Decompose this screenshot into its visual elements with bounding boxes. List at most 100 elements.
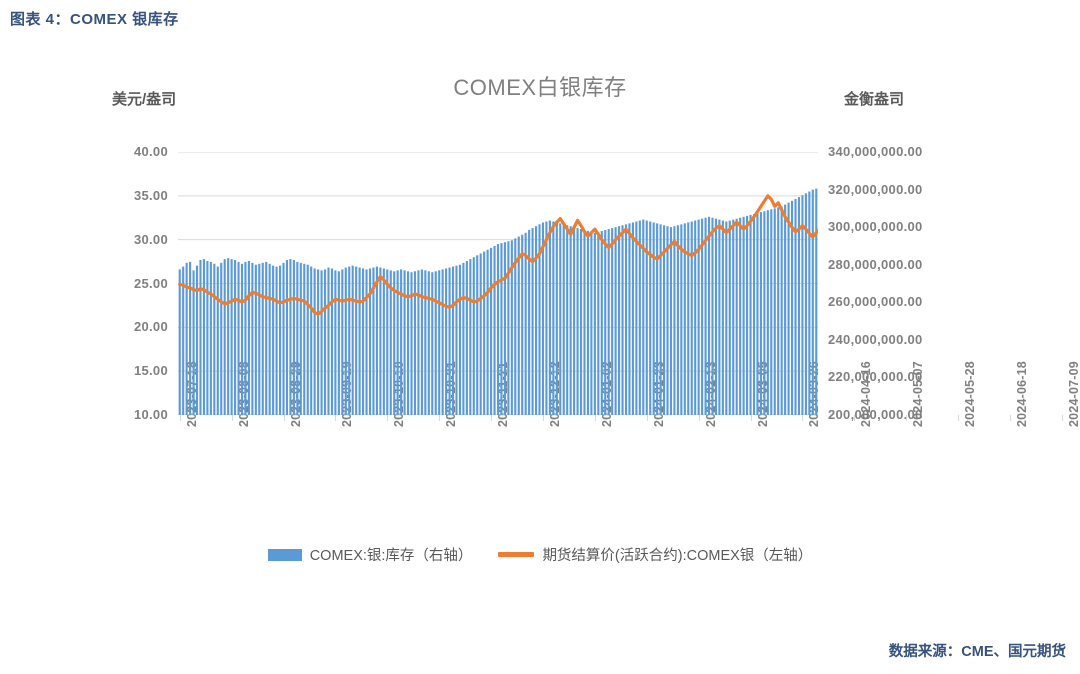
bar [697,219,700,415]
bar [493,245,496,415]
bar [656,223,659,415]
x-axis-tick-mark [958,415,960,421]
bar [393,271,396,415]
bar [614,227,617,415]
bar [272,265,275,415]
bar [683,223,686,415]
bar [420,269,423,415]
bar [604,229,607,415]
bar [313,268,316,415]
bar [469,259,472,415]
bar [258,263,261,415]
legend-item-stock[interactable]: COMEX:银:库存（右轴） [267,544,473,565]
bar [178,269,181,415]
bar-series-comex-silver-stock [178,188,818,415]
bar [711,217,714,415]
bar [794,198,797,415]
bar [801,195,804,415]
bar [445,268,448,415]
bar [811,189,814,415]
bar [524,232,527,415]
bar [438,270,441,415]
bar [479,253,482,415]
right-axis-tick-label: 220,000,000.00 [828,369,923,385]
legend-label-price: 期货结算价(活跃合约):COMEX银（左轴） [542,548,813,564]
right-axis-tick-label: 300,000,000.00 [828,219,923,235]
bar [237,261,240,415]
bar [517,236,520,415]
bar [676,225,679,415]
bar [645,220,648,415]
bar [202,259,206,415]
bar [815,188,818,415]
bar [182,266,185,415]
bar [725,221,728,415]
legend-item-price[interactable]: 期货结算价(活跃合约):COMEX银（左轴） [498,544,812,565]
bar [185,262,188,415]
bar [624,224,628,415]
bar [576,228,579,415]
x-axis-tick-mark [1061,415,1063,421]
bar [721,220,724,415]
bar [296,261,299,415]
bar [728,220,731,415]
bar [306,264,309,415]
bar [638,220,641,415]
bar [607,229,610,415]
x-axis-tick-mark [491,415,493,421]
bar [510,240,513,415]
bar [694,220,697,415]
bar [275,266,278,415]
bar [448,267,451,415]
bar [746,215,749,415]
bar [673,226,676,415]
left-axis-tick-label: 10.00 [133,407,168,422]
bar [386,269,389,415]
bar [777,207,780,415]
legend-label-stock: COMEX:银:库存（右轴） [309,548,473,564]
bar [223,259,226,415]
bar [538,224,541,415]
left-axis-tick-label: 15.00 [133,363,168,379]
bar [780,206,783,415]
bar [593,232,596,415]
bar [808,191,811,415]
bar [773,208,776,415]
bar [573,227,576,415]
bar [621,225,624,415]
bar [355,266,358,415]
bar [583,229,586,415]
bar [562,224,565,415]
x-axis-tick-label: 2024-06-18 [1015,361,1029,427]
bar [465,260,468,415]
bar [590,231,593,415]
bar [216,266,219,415]
bar [763,211,766,415]
bar [375,266,378,415]
bar [285,260,289,415]
left-axis-tick-label: 35.00 [133,187,168,203]
bar [528,229,531,415]
bar [348,266,351,415]
bar [742,216,745,415]
bar [749,214,752,415]
bar [752,213,756,415]
right-axis-tick-label: 280,000,000.00 [828,256,923,272]
bar [718,219,721,415]
x-axis-tick-label: 2024-05-07 [911,361,926,427]
x-axis-tick-mark [594,415,596,421]
chart-title: COMEX白银库存 [453,75,627,100]
bar [490,247,493,415]
right-axis-tick-label: 340,000,000.00 [828,144,923,159]
bar [389,270,392,415]
bar [649,221,652,415]
bar [486,249,489,415]
bar [362,268,365,415]
x-axis-tick-mark [698,415,700,421]
bar [635,221,638,415]
bar [455,265,458,415]
plot-area [178,152,818,415]
x-axis-tick-mark [906,415,908,421]
bar [303,263,306,415]
bar [669,227,673,415]
